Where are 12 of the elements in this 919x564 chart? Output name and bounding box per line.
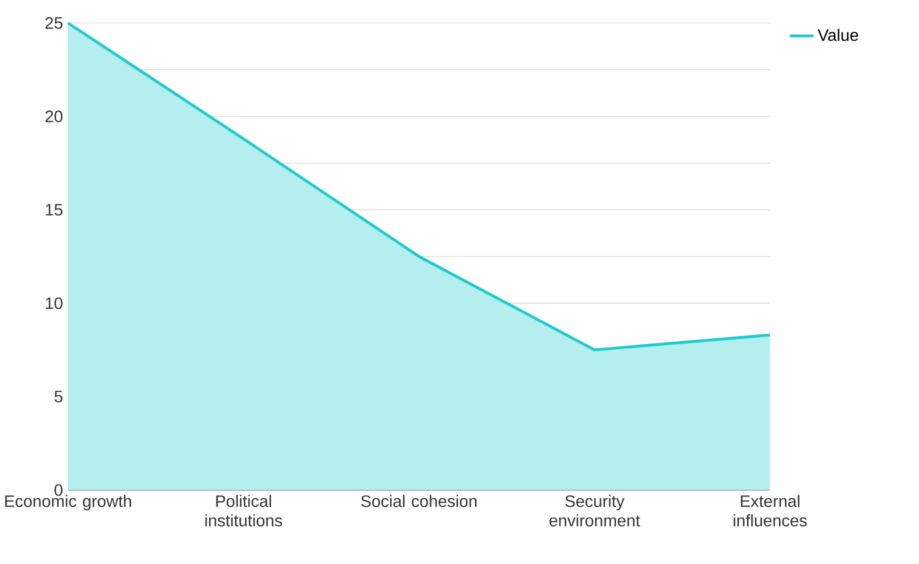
x-tick-label: External influences <box>734 494 807 526</box>
y-tick-label: 0 <box>54 484 62 496</box>
x-tick-label: Political institutions <box>205 494 282 526</box>
y-tick-label: 20 <box>45 110 62 122</box>
x-tick-label: Social cohesion <box>361 494 477 508</box>
y-tick-label: 5 <box>54 390 62 402</box>
x-tick-label: Economic growth <box>5 494 132 510</box>
legend-label: Value <box>818 28 858 41</box>
x-tick-label: Security environment <box>550 494 640 526</box>
y-tick-label: 25 <box>45 17 62 29</box>
y-tick-label: 15 <box>46 204 62 216</box>
y-tick-label: 10 <box>46 297 62 310</box>
